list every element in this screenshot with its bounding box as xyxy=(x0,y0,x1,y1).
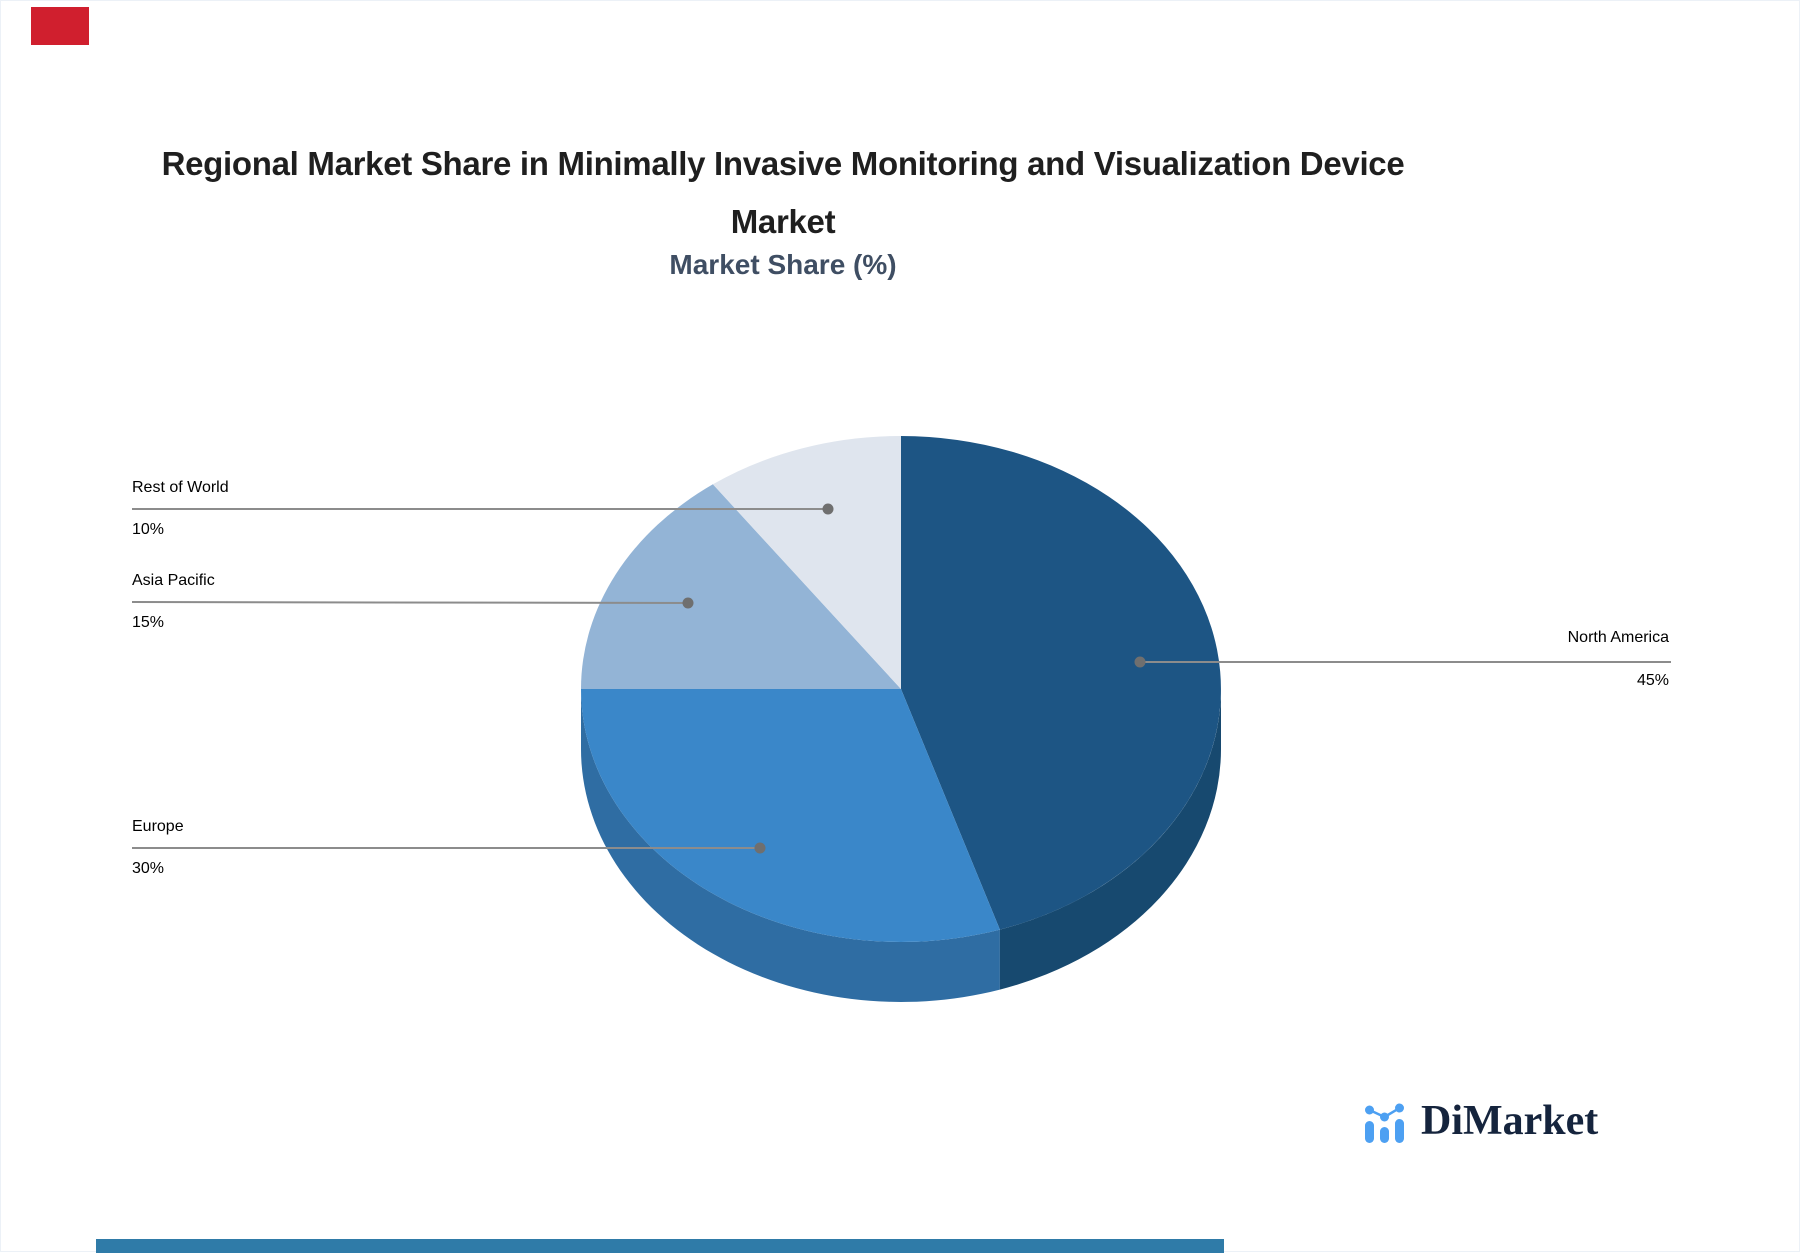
pie-slice-asia-pacific[interactable] xyxy=(581,484,901,689)
bottom-teal-bar xyxy=(96,1239,1224,1253)
value-asia-pacific: 15% xyxy=(132,614,165,631)
leader-dot-rest-of-world xyxy=(822,503,834,515)
value-europe: 30% xyxy=(132,860,165,877)
label-europe: Europe xyxy=(132,818,184,835)
label-asia-pacific: Asia Pacific xyxy=(132,572,215,589)
leader-dot-europe xyxy=(754,842,766,854)
top-left-red-marker xyxy=(31,7,89,45)
pie-side-europe xyxy=(581,689,1000,1002)
brand-logo-text: DiMarket xyxy=(1421,1098,1599,1144)
pie-side-north-america xyxy=(999,689,1221,990)
leader-line-asia-pacific xyxy=(131,601,689,604)
value-rest-of-world: 10% xyxy=(132,521,165,538)
pie-slice-europe[interactable] xyxy=(581,689,1000,942)
chart-title-line2: Market xyxy=(730,203,836,240)
chart-title: Regional Market Share in Minimally Invas… xyxy=(1,135,1565,251)
label-rest-of-world: Rest of World xyxy=(132,479,229,496)
value-north-america: 45% xyxy=(1636,672,1669,689)
bar-chart-icon xyxy=(1365,1103,1404,1143)
brand-logo: DiMarket xyxy=(1363,1095,1598,1147)
chart-subtitle: Market Share (%) xyxy=(669,249,897,280)
leader-dot-north-america xyxy=(1134,656,1146,668)
pie-slice-north-america[interactable] xyxy=(901,436,1221,930)
label-north-america: North America xyxy=(1567,629,1669,646)
leader-dot-asia-pacific xyxy=(682,597,694,609)
chart-title-line1: Regional Market Share in Minimally Invas… xyxy=(161,145,1405,182)
pie-slice-rest-of-world[interactable] xyxy=(712,436,901,689)
